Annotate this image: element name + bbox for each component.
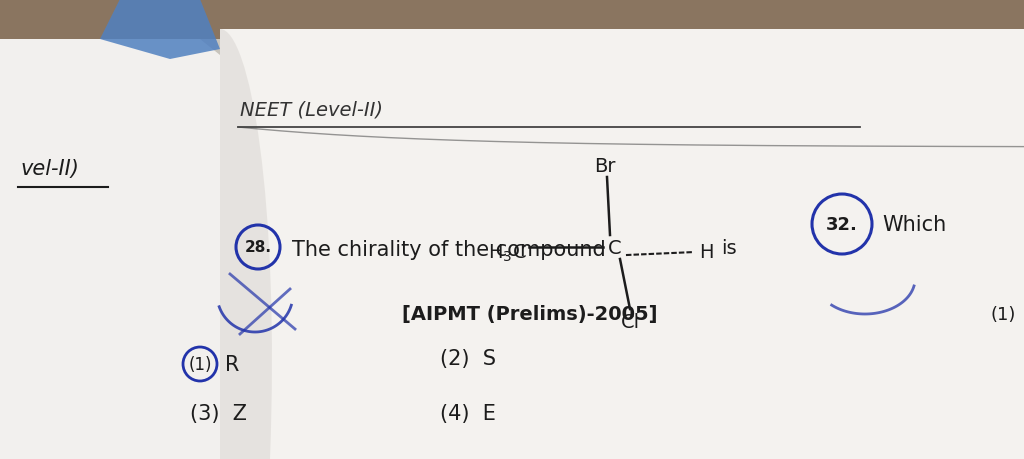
Text: 28.: 28.: [245, 240, 271, 255]
PathPatch shape: [220, 30, 272, 459]
Text: Cl: Cl: [621, 312, 640, 331]
Text: The chirality of the compound: The chirality of the compound: [292, 240, 606, 259]
Text: [AIPMT (Prelims)-2005]: [AIPMT (Prelims)-2005]: [402, 304, 657, 323]
Text: vel-II): vel-II): [20, 159, 79, 179]
Text: Which: Which: [882, 214, 946, 235]
Text: (2)  S: (2) S: [440, 348, 496, 368]
Text: H$_3$C: H$_3$C: [488, 242, 527, 263]
Text: (1): (1): [990, 305, 1016, 323]
Text: is: is: [721, 238, 736, 257]
Text: (4)  E: (4) E: [440, 403, 496, 423]
Polygon shape: [0, 0, 1024, 40]
Text: 32.: 32.: [826, 216, 858, 234]
Text: C: C: [608, 238, 622, 257]
Text: (1): (1): [188, 355, 212, 373]
Text: H: H: [699, 243, 714, 262]
Text: Br: Br: [594, 157, 615, 176]
Polygon shape: [220, 30, 1024, 459]
Text: (3)  Z: (3) Z: [190, 403, 247, 423]
Text: NEET (Level-II): NEET (Level-II): [240, 100, 383, 119]
Text: R: R: [225, 354, 240, 374]
Polygon shape: [100, 0, 220, 60]
Polygon shape: [0, 40, 319, 459]
